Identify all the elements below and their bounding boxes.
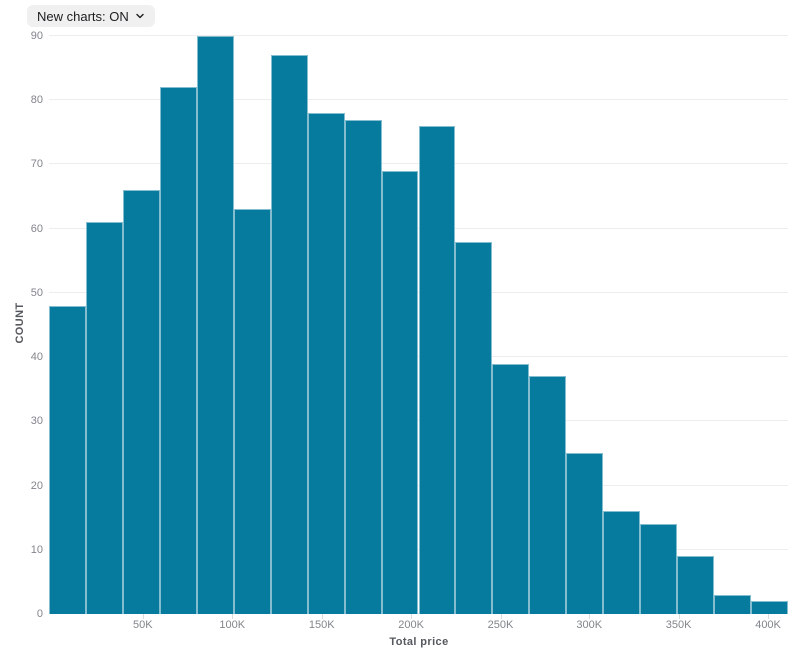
- histogram-bar-1[interactable]: [49, 305, 86, 614]
- histogram-bar-2[interactable]: [85, 222, 123, 614]
- new-charts-toggle[interactable]: New charts: ON: [27, 5, 155, 27]
- histogram-bar-15[interactable]: [566, 453, 604, 614]
- y-axis-title: COUNT: [14, 302, 26, 344]
- histogram-bar-9[interactable]: [344, 119, 382, 614]
- y-tick-label-0: 0: [36, 608, 43, 620]
- x-tick-mark-300K: [589, 614, 591, 619]
- y-tick-label-70: 70: [30, 158, 43, 171]
- x-tick-label-300K: 300K: [576, 619, 603, 631]
- x-tick-mark-400K: [768, 614, 770, 619]
- x-tick-label-150K: 150K: [308, 619, 335, 631]
- x-tick-label-350K: 350K: [665, 619, 692, 631]
- histogram-bar-7[interactable]: [270, 55, 308, 614]
- x-tick-label-200K: 200K: [398, 619, 424, 631]
- histogram-bar-16[interactable]: [603, 511, 641, 614]
- y-tick-label-40: 40: [30, 351, 43, 364]
- y-tick-label-10: 10: [30, 543, 43, 556]
- histogram-bar-10[interactable]: [381, 170, 419, 614]
- histogram-bar-18[interactable]: [677, 556, 715, 614]
- histogram-bar-17[interactable]: [640, 524, 678, 614]
- x-tick-label-250K: 250K: [487, 619, 514, 631]
- y-tick-label-30: 30: [30, 415, 43, 428]
- y-tick-label-60: 60: [30, 222, 43, 235]
- x-tick-label-400K: 400K: [755, 619, 781, 631]
- histogram-bar-6[interactable]: [233, 209, 271, 614]
- gridline-y-90: [49, 35, 788, 36]
- gridline-y-80: [49, 99, 788, 101]
- y-tick-label-90: 90: [30, 30, 43, 42]
- histogram-bar-3[interactable]: [122, 190, 160, 614]
- x-tick-mark-50K: [142, 614, 144, 619]
- histogram-bar-13[interactable]: [492, 363, 530, 614]
- chevron-down-icon: [135, 11, 145, 21]
- histogram-bar-20[interactable]: [751, 601, 788, 614]
- histogram-bar-4[interactable]: [159, 87, 197, 614]
- histogram-bar-5[interactable]: [196, 36, 234, 614]
- x-tick-mark-100K: [232, 614, 234, 619]
- x-tick-mark-200K: [411, 614, 413, 619]
- histogram-bar-11[interactable]: [418, 125, 456, 614]
- histogram-bar-19[interactable]: [714, 594, 752, 614]
- new-charts-toggle-label: New charts: ON: [37, 8, 129, 24]
- x-tick-label-100K: 100K: [219, 619, 246, 631]
- y-tick-label-80: 80: [30, 94, 43, 107]
- x-tick-mark-350K: [678, 614, 680, 619]
- histogram-plot: [49, 35, 788, 614]
- y-tick-label-20: 20: [30, 479, 43, 492]
- histogram-bar-8[interactable]: [307, 113, 345, 614]
- histogram-bar-14[interactable]: [529, 376, 567, 614]
- x-tick-mark-150K: [321, 614, 323, 619]
- x-tick-mark-250K: [500, 614, 502, 619]
- histogram-bar-12[interactable]: [455, 241, 493, 614]
- y-tick-label-50: 50: [30, 286, 43, 299]
- x-tick-label-50K: 50K: [133, 619, 153, 631]
- x-axis-title: Total price: [389, 636, 449, 648]
